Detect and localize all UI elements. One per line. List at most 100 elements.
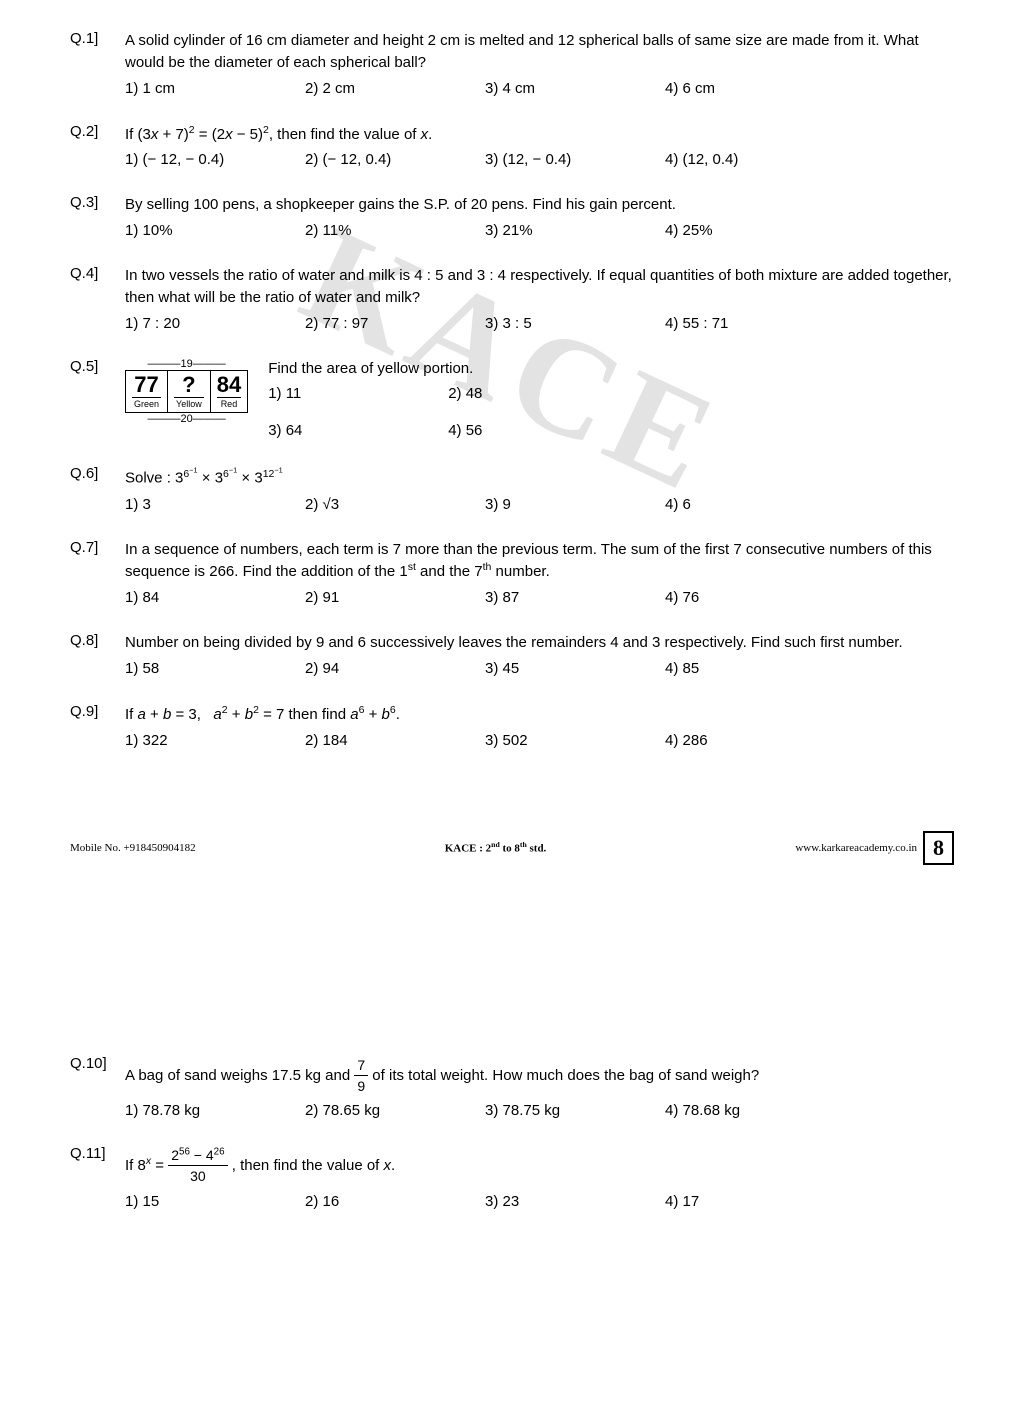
question-number: Q.2]: [70, 123, 125, 171]
question-body: By selling 100 pens, a shopkeeper gains …: [125, 194, 954, 241]
options-row: 1) 582) 943) 454) 85: [125, 658, 954, 679]
question-number: Q.9]: [70, 703, 125, 751]
option: 2) 77 : 97: [305, 313, 485, 334]
questions-container-2: Q.10]A bag of sand weighs 17.5 kg and 79…: [70, 1055, 954, 1212]
question-text: A bag of sand weighs 17.5 kg and 79 of i…: [125, 1055, 954, 1097]
question: Q.10]A bag of sand weighs 17.5 kg and 79…: [70, 1055, 954, 1122]
option: 4) 78.68 kg: [665, 1100, 845, 1121]
option: 4) 286: [665, 730, 845, 751]
question-number: Q.5]: [70, 358, 125, 442]
question-text: Number on being divided by 9 and 6 succe…: [125, 632, 954, 654]
question-number: Q.3]: [70, 194, 125, 241]
option: 2) 48: [448, 383, 628, 404]
question: Q.1]A solid cylinder of 16 cm diameter a…: [70, 30, 954, 99]
option: 4) 85: [665, 658, 845, 679]
option: 4) 17: [665, 1191, 845, 1212]
question-number: Q.4]: [70, 265, 125, 334]
question-number: Q.7]: [70, 539, 125, 609]
options-row: 1) 10%2) 11%3) 21%4) 25%: [125, 220, 954, 241]
question-body: A solid cylinder of 16 cm diameter and h…: [125, 30, 954, 99]
page-1: KACE Q.1]A solid cylinder of 16 cm diame…: [0, 0, 1024, 895]
question-text: In a sequence of numbers, each term is 7…: [125, 539, 954, 584]
question: Q.4]In two vessels the ratio of water an…: [70, 265, 954, 334]
option: 1) 11: [268, 383, 448, 404]
footer-right: www.karkareacademy.co.in 8: [795, 831, 954, 865]
option: 2) 78.65 kg: [305, 1100, 485, 1121]
footer-website: www.karkareacademy.co.in: [795, 842, 917, 854]
footer-center: KACE : 2nd to 8th std.: [445, 840, 547, 855]
option: 3) 78.75 kg: [485, 1100, 665, 1121]
option: 3) 45: [485, 658, 665, 679]
option: 2) 94: [305, 658, 485, 679]
question-body: If a + b = 3, a2 + b2 = 7 then find a6 +…: [125, 703, 954, 751]
option: 2) 2 cm: [305, 78, 485, 99]
option: 3) 502: [485, 730, 665, 751]
q5-diagram: ———19———77Green?Yellow84Red———20———: [125, 358, 248, 425]
question-text: A solid cylinder of 16 cm diameter and h…: [125, 30, 954, 74]
option: 2) 184: [305, 730, 485, 751]
footer-mobile: Mobile No. +918450904182: [70, 842, 196, 854]
options-row: 1) 152) 163) 234) 17: [125, 1191, 954, 1212]
option: 1) 15: [125, 1191, 305, 1212]
question-body: Solve : 36−1 × 36−1 × 312−1 1) 32) √33) 9…: [125, 465, 954, 514]
question: Q.6]Solve : 36−1 × 36−1 × 312−11) 32) √3…: [70, 465, 954, 514]
question-body: ———19———77Green?Yellow84Red———20——— Find …: [125, 358, 954, 442]
question-body: In two vessels the ratio of water and mi…: [125, 265, 954, 334]
page-footer: Mobile No. +918450904182 KACE : 2nd to 8…: [70, 831, 954, 865]
option: 2) 16: [305, 1191, 485, 1212]
question-body: Number on being divided by 9 and 6 succe…: [125, 632, 954, 679]
question-body: If (3x + 7)2 = (2x − 5)2, then find the …: [125, 123, 954, 171]
option: 2) 11%: [305, 220, 485, 241]
option: 1) 1 cm: [125, 78, 305, 99]
option: 2) √3: [305, 494, 485, 515]
option: 1) 322: [125, 730, 305, 751]
question: Q.2]If (3x + 7)2 = (2x − 5)2, then find …: [70, 123, 954, 171]
option: 3) 21%: [485, 220, 665, 241]
options-row: 1) 842) 913) 874) 76: [125, 587, 954, 608]
option: 1) 58: [125, 658, 305, 679]
options-row: 1) (− 12, − 0.4)2) (− 12, 0.4)3) (12, − …: [125, 149, 954, 170]
option: 2) (− 12, 0.4): [305, 149, 485, 170]
option: 1) 3: [125, 494, 305, 515]
question-number: Q.11]: [70, 1145, 125, 1212]
option: 3) (12, − 0.4): [485, 149, 665, 170]
page-number-box: 8: [923, 831, 954, 865]
question-number: Q.8]: [70, 632, 125, 679]
question-text: By selling 100 pens, a shopkeeper gains …: [125, 194, 954, 216]
option: 4) 6: [665, 494, 845, 515]
question-text: If a + b = 3, a2 + b2 = 7 then find a6 +…: [125, 703, 954, 726]
option: 1) 7 : 20: [125, 313, 305, 334]
option: 4) (12, 0.4): [665, 149, 845, 170]
option: 3) 9: [485, 494, 665, 515]
question: Q.11]If 8x = 256 − 42630 , then find the…: [70, 1145, 954, 1212]
options-row: 1) 78.78 kg2) 78.65 kg3) 78.75 kg4) 78.6…: [125, 1100, 954, 1121]
option: 4) 56: [448, 420, 628, 441]
option: 4) 76: [665, 587, 845, 608]
question-body: A bag of sand weighs 17.5 kg and 79 of i…: [125, 1055, 954, 1122]
option: 1) 78.78 kg: [125, 1100, 305, 1121]
page-gap: [0, 895, 1024, 1045]
q5-right: Find the area of yellow portion.1) 112) …: [268, 358, 628, 442]
option: 3) 87: [485, 587, 665, 608]
question-text: If (3x + 7)2 = (2x − 5)2, then find the …: [125, 123, 954, 146]
options-row: 1) 3222) 1843) 5024) 286: [125, 730, 954, 751]
option: 4) 55 : 71: [665, 313, 845, 334]
question-body: In a sequence of numbers, each term is 7…: [125, 539, 954, 609]
option: 4) 6 cm: [665, 78, 845, 99]
questions-container: Q.1]A solid cylinder of 16 cm diameter a…: [70, 30, 954, 751]
option: 3) 64: [268, 420, 448, 441]
option: 3) 23: [485, 1191, 665, 1212]
question: Q.9]If a + b = 3, a2 + b2 = 7 then find …: [70, 703, 954, 751]
question-text: Solve : 36−1 × 36−1 × 312−1: [125, 465, 954, 489]
option: 3) 4 cm: [485, 78, 665, 99]
question-text: If 8x = 256 − 42630 , then find the valu…: [125, 1145, 954, 1187]
question: Q.3]By selling 100 pens, a shopkeeper ga…: [70, 194, 954, 241]
question-number: Q.1]: [70, 30, 125, 99]
question-text: In two vessels the ratio of water and mi…: [125, 265, 954, 309]
question: Q.5]———19———77Green?Yellow84Red———20——— F…: [70, 358, 954, 442]
question: Q.8]Number on being divided by 9 and 6 s…: [70, 632, 954, 679]
question: Q.7]In a sequence of numbers, each term …: [70, 539, 954, 609]
option: 1) 10%: [125, 220, 305, 241]
option: 1) (− 12, − 0.4): [125, 149, 305, 170]
option: 4) 25%: [665, 220, 845, 241]
